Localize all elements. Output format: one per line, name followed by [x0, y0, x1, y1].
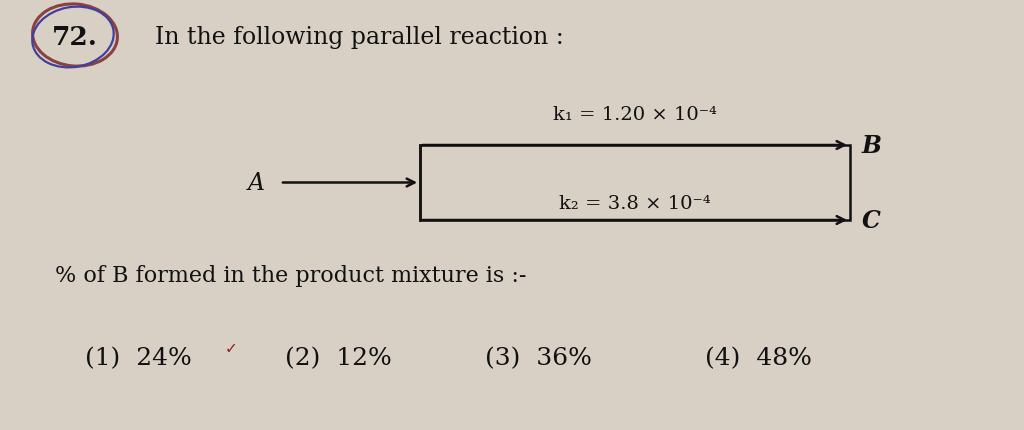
Text: 72.: 72.	[52, 25, 98, 50]
Text: In the following parallel reaction :: In the following parallel reaction :	[155, 26, 564, 49]
Text: % of B formed in the product mixture is :-: % of B formed in the product mixture is …	[55, 264, 526, 286]
Text: k₂ = 3.8 × 10⁻⁴: k₂ = 3.8 × 10⁻⁴	[559, 194, 711, 212]
Text: (3)  36%: (3) 36%	[485, 347, 592, 370]
Text: (1)  24%: (1) 24%	[85, 347, 191, 370]
Text: A: A	[248, 172, 265, 194]
Text: ✓: ✓	[225, 341, 238, 356]
Text: C: C	[862, 209, 881, 233]
Text: (4)  48%: (4) 48%	[705, 347, 812, 370]
Text: B: B	[862, 134, 882, 158]
Bar	[420, 146, 850, 221]
Text: (2)  12%: (2) 12%	[285, 347, 392, 370]
Text: k₁ = 1.20 × 10⁻⁴: k₁ = 1.20 × 10⁻⁴	[553, 106, 717, 124]
